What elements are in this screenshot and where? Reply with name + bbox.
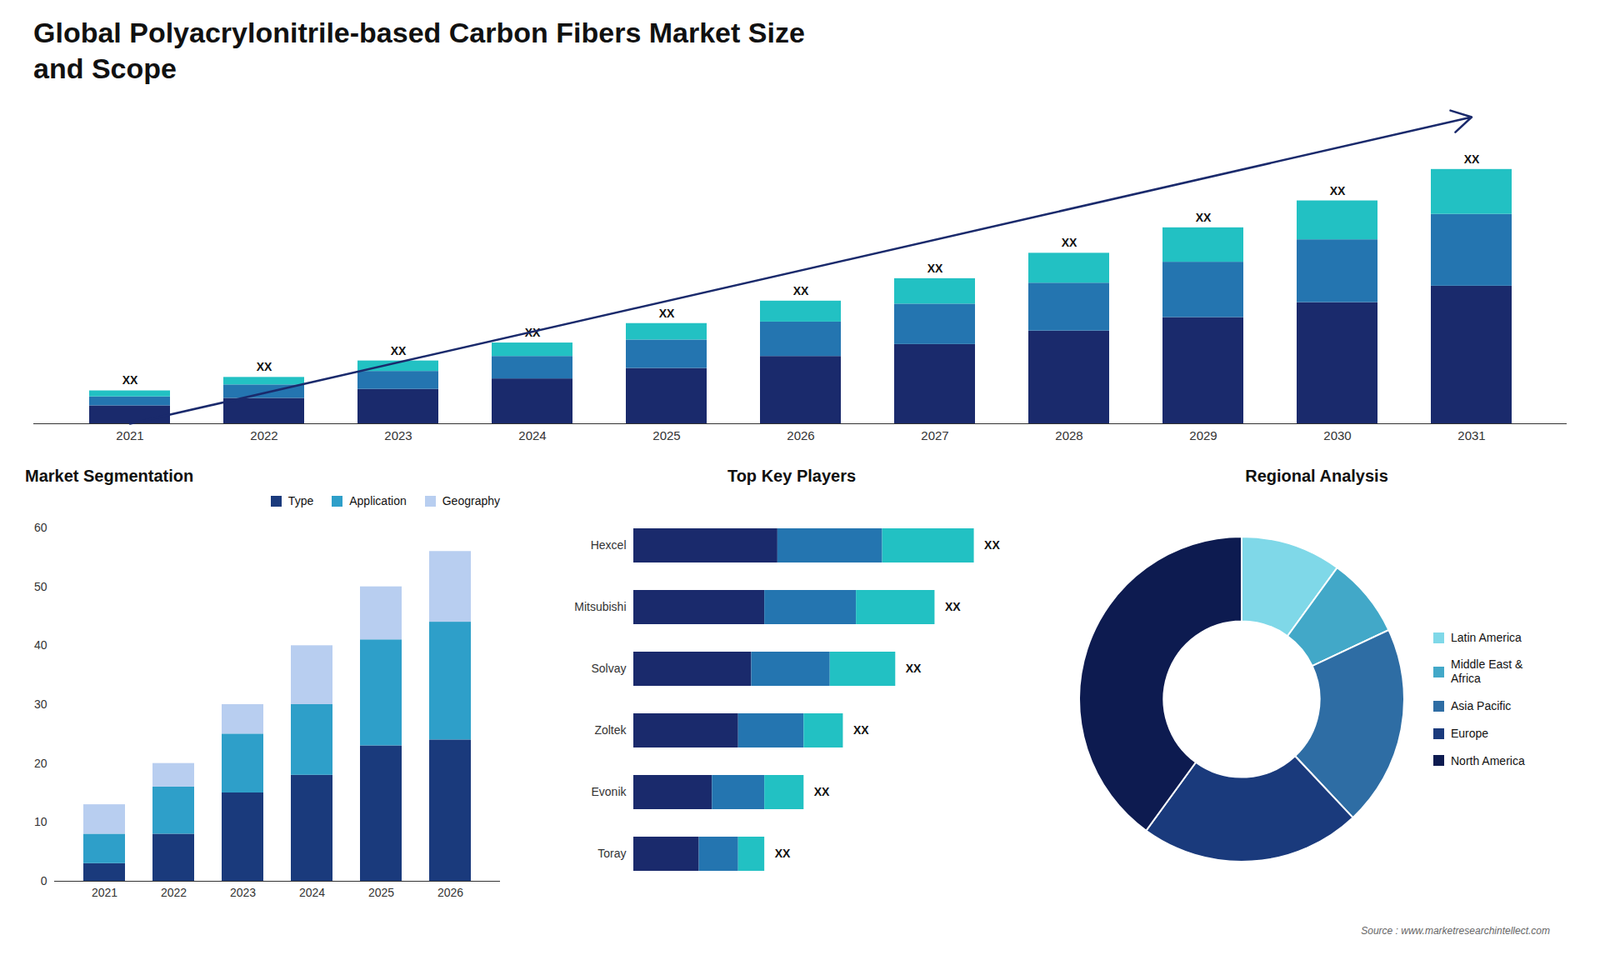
svg-text:Solvay: Solvay bbox=[590, 661, 626, 675]
html-text:Top Key Players: Top Key Players bbox=[727, 466, 856, 485]
svg-text:0: 0 bbox=[40, 874, 48, 888]
svg-text:2025: 2025 bbox=[368, 885, 395, 900]
svg-text:Hexcel: Hexcel bbox=[590, 538, 627, 552]
svg-text:2026: 2026 bbox=[437, 885, 464, 900]
html-text:Middle East & Africa: Middle East & Africa bbox=[1450, 657, 1523, 686]
svg-text:Zoltek: Zoltek bbox=[594, 723, 627, 737]
svg-text:50: 50 bbox=[34, 580, 48, 594]
svg-text:10: 10 bbox=[34, 815, 48, 829]
html-text:Latin America: Latin America bbox=[1450, 630, 1522, 644]
svg-text:XX: XX bbox=[1330, 184, 1346, 198]
svg-text:2027: 2027 bbox=[920, 428, 949, 443]
svg-text:2026: 2026 bbox=[786, 428, 815, 443]
svg-text:XX: XX bbox=[984, 538, 1000, 552]
svg-text:Evonik: Evonik bbox=[590, 785, 627, 799]
svg-text:2025: 2025 bbox=[652, 428, 680, 443]
svg-text:2021: 2021 bbox=[91, 885, 118, 900]
svg-text:2024: 2024 bbox=[518, 428, 546, 443]
svg-text:2030: 2030 bbox=[1323, 428, 1351, 443]
html-text:North America: North America bbox=[1450, 753, 1525, 768]
svg-text:Mitsubishi: Mitsubishi bbox=[574, 600, 626, 614]
svg-text:2022: 2022 bbox=[250, 428, 278, 443]
svg-text:2023: 2023 bbox=[384, 428, 412, 443]
svg-text:XX: XX bbox=[927, 261, 944, 275]
svg-text:XX: XX bbox=[775, 846, 791, 860]
svg-text:XX: XX bbox=[390, 344, 407, 358]
svg-text:XX: XX bbox=[905, 661, 922, 675]
svg-text:2022: 2022 bbox=[160, 885, 187, 900]
html-text:Type: Type bbox=[288, 494, 314, 508]
html-text:Regional Analysis: Regional Analysis bbox=[1245, 466, 1389, 485]
svg-text:XX: XX bbox=[1061, 235, 1078, 250]
svg-text:XX: XX bbox=[256, 360, 273, 374]
svg-text:2021: 2021 bbox=[115, 428, 144, 443]
html-text:Global Polyacrylonitrile-based: Global Polyacrylonitrile-based Carbon Fi… bbox=[33, 16, 805, 84]
svg-text:XX: XX bbox=[122, 373, 139, 387]
html-text:Source : www.marketresearchint: Source : www.marketresearchintellect.com bbox=[1361, 925, 1550, 937]
svg-text:40: 40 bbox=[34, 638, 48, 652]
svg-text:30: 30 bbox=[34, 697, 48, 711]
html-text:Application: Application bbox=[349, 494, 407, 508]
svg-text:2031: 2031 bbox=[1457, 428, 1485, 443]
svg-text:Toray: Toray bbox=[597, 846, 626, 860]
html-text:Geography: Geography bbox=[442, 494, 500, 508]
html-text:Europe: Europe bbox=[1450, 726, 1489, 740]
svg-text:XX: XX bbox=[1195, 210, 1212, 225]
svg-text:XX: XX bbox=[945, 600, 961, 614]
svg-text:2028: 2028 bbox=[1055, 428, 1083, 443]
svg-text:2024: 2024 bbox=[299, 885, 325, 900]
svg-text:2029: 2029 bbox=[1189, 428, 1217, 443]
svg-text:XX: XX bbox=[659, 306, 675, 320]
html-text:Market Segmentation: Market Segmentation bbox=[25, 466, 194, 485]
svg-text:XX: XX bbox=[814, 785, 830, 799]
svg-text:2023: 2023 bbox=[230, 885, 256, 900]
svg-text:XX: XX bbox=[793, 284, 810, 298]
svg-text:XX: XX bbox=[1464, 152, 1480, 166]
svg-text:XX: XX bbox=[853, 723, 870, 737]
svg-text:20: 20 bbox=[34, 756, 48, 770]
svg-text:60: 60 bbox=[34, 520, 48, 535]
html-text:Asia Pacific: Asia Pacific bbox=[1450, 699, 1512, 713]
svg-text:XX: XX bbox=[524, 325, 541, 340]
